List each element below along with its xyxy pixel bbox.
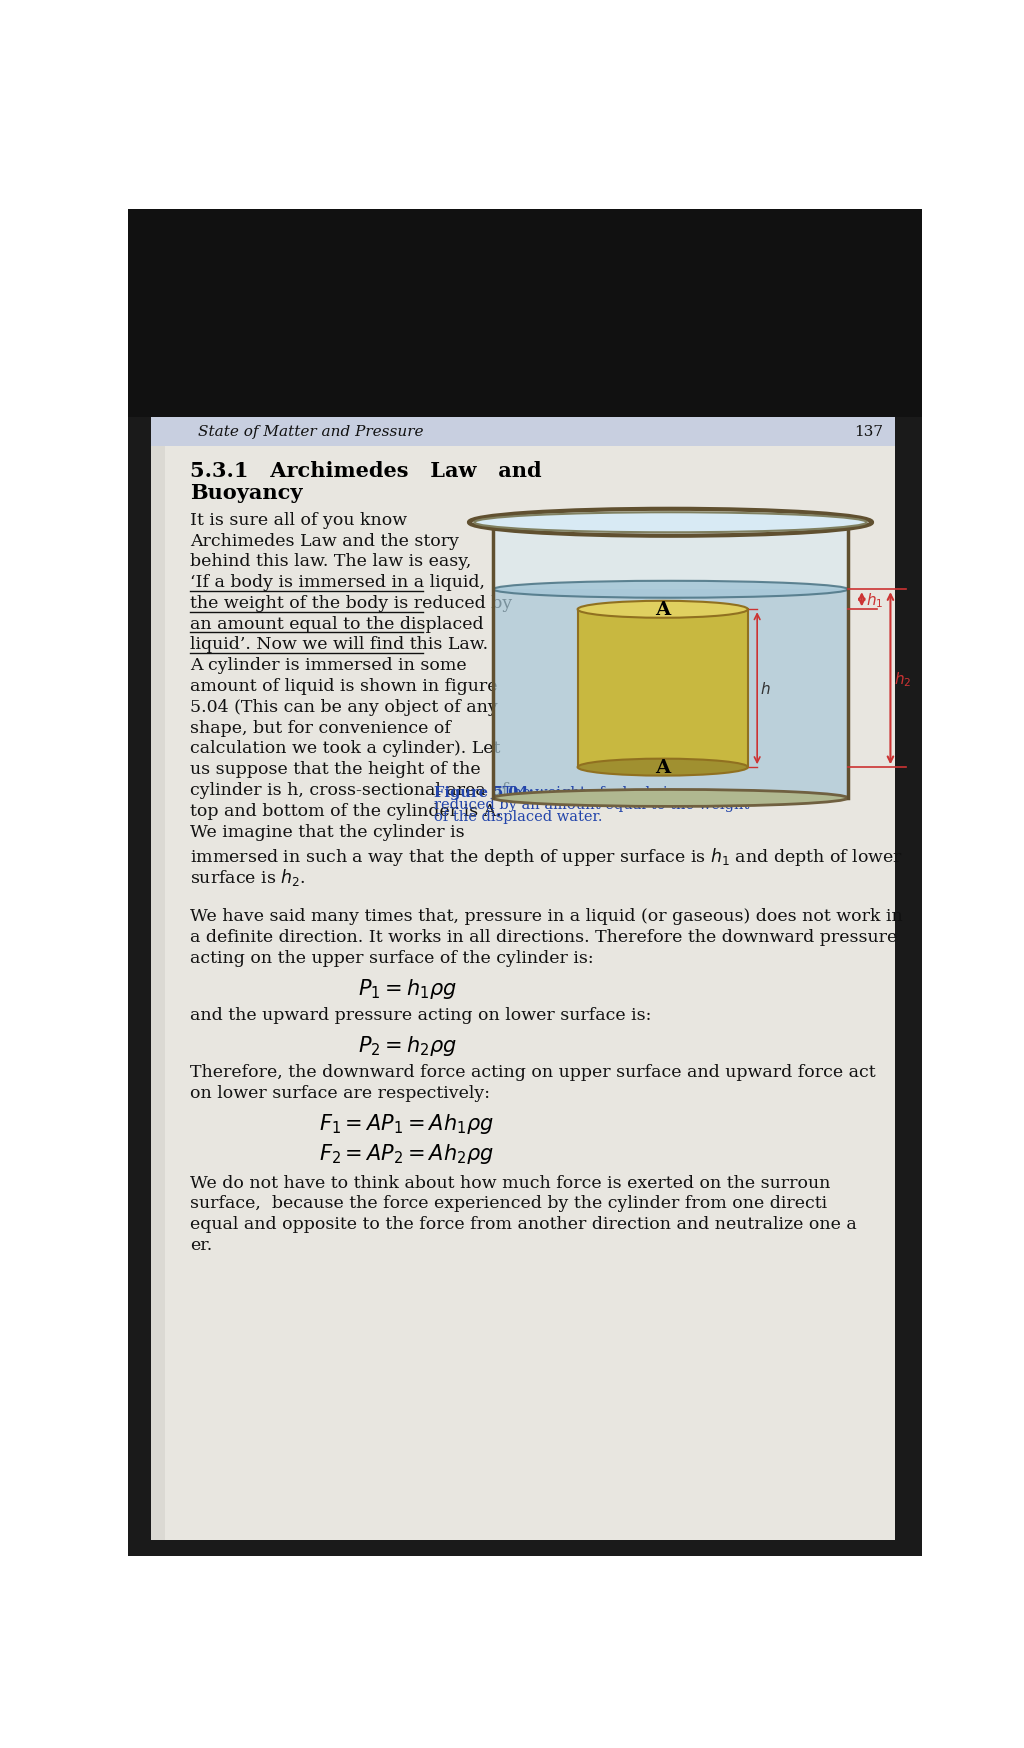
Text: It is sure all of you know: It is sure all of you know [190,512,408,528]
Text: A cylinder is immersed in some: A cylinder is immersed in some [190,657,467,675]
Text: 5.04 (This can be any object of any: 5.04 (This can be any object of any [190,699,498,715]
Text: an amount equal to the displaced: an amount equal to the displaced [190,615,483,633]
Text: of the displaced water.: of the displaced water. [434,809,603,823]
Bar [152,418,165,1540]
Text: liquid’. Now we will find this Law.: liquid’. Now we will find this Law. [190,636,488,654]
Text: A: A [655,759,671,776]
Ellipse shape [494,582,848,598]
Polygon shape [494,589,848,799]
Text: calculation we took a cylinder). Let: calculation we took a cylinder). Let [190,739,501,757]
Text: us suppose that the height of the: us suppose that the height of the [190,760,480,778]
Text: reduced by an amount equal to the weight: reduced by an amount equal to the weight [434,797,750,811]
Bar [152,418,895,447]
Text: Buoyancy: Buoyancy [190,482,302,503]
Text: Figure 5.04:: Figure 5.04: [434,785,535,799]
Text: We have said many times that, pressure in a liquid (or gaseous) does not work in: We have said many times that, pressure i… [190,907,903,925]
Text: er.: er. [190,1236,212,1253]
Text: ‘If a body is immersed in a liquid,: ‘If a body is immersed in a liquid, [190,573,485,591]
Text: and the upward pressure acting on lower surface is:: and the upward pressure acting on lower … [190,1007,651,1023]
Text: on lower surface are respectively:: on lower surface are respectively: [190,1084,490,1101]
Ellipse shape [494,790,848,808]
Bar [128,418,922,1556]
Text: Therefore, the downward force acting on upper surface and upward force act: Therefore, the downward force acting on … [190,1063,876,1080]
Text: surface is $h_2$.: surface is $h_2$. [190,867,306,888]
Text: top and bottom of the cylinder is A.: top and bottom of the cylinder is A. [190,802,502,820]
Text: A: A [655,601,671,619]
Ellipse shape [578,601,748,619]
Text: shape, but for convenience of: shape, but for convenience of [190,718,451,736]
Text: $F_1 = AP_1 = Ah_1\rho g$: $F_1 = AP_1 = Ah_1\rho g$ [319,1112,495,1134]
Text: $h_2$: $h_2$ [894,669,911,689]
Text: State of Matter and Pressure: State of Matter and Pressure [198,425,423,439]
Text: equal and opposite to the force from another direction and neutralize one a: equal and opposite to the force from ano… [190,1215,857,1232]
Text: cylinder is h, cross-sectional area of: cylinder is h, cross-sectional area of [190,781,508,799]
Text: 137: 137 [855,425,884,439]
Ellipse shape [578,759,748,776]
Text: the weight of the body is reduced by: the weight of the body is reduced by [190,594,512,612]
Polygon shape [494,526,848,589]
Bar [578,610,748,767]
Text: amount of liquid is shown in figure: amount of liquid is shown in figure [190,678,498,694]
Text: surface,  because the force experienced by the cylinder from one directi: surface, because the force experienced b… [190,1196,827,1211]
Text: Archimedes Law and the story: Archimedes Law and the story [190,531,459,549]
Text: We imagine that the cylinder is: We imagine that the cylinder is [190,823,465,841]
Text: acting on the upper surface of the cylinder is:: acting on the upper surface of the cylin… [190,949,594,967]
Bar [152,418,895,1540]
Text: We do not have to think about how much force is exerted on the surroun: We do not have to think about how much f… [190,1175,830,1190]
Text: 5.3.1   Archimedes   Law   and: 5.3.1 Archimedes Law and [190,461,542,481]
Text: behind this law. The law is easy,: behind this law. The law is easy, [190,552,471,570]
Text: $P_2 = h_2\rho g$: $P_2 = h_2\rho g$ [357,1033,457,1058]
Text: The weight of a body is: The weight of a body is [498,785,675,799]
Text: a definite direction. It works in all directions. Therefore the downward pressur: a definite direction. It works in all di… [190,928,897,946]
Ellipse shape [474,512,866,533]
Text: $P_1 = h_1\rho g$: $P_1 = h_1\rho g$ [357,975,457,1000]
Bar [128,210,922,418]
Text: immersed in such a way that the depth of upper surface is $h_1$ and depth of low: immersed in such a way that the depth of… [190,846,903,867]
Text: $h_1$: $h_1$ [865,591,883,610]
Text: $F_2 = AP_2 = Ah_2\rho g$: $F_2 = AP_2 = Ah_2\rho g$ [319,1141,495,1164]
Text: h: h [760,682,770,696]
